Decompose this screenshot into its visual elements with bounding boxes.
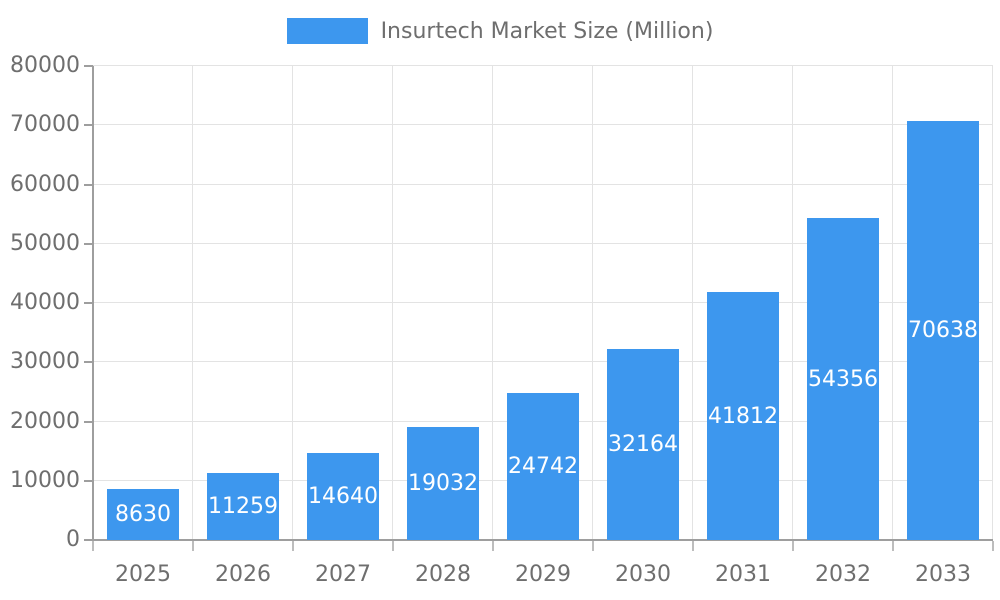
y-axis-label: 0: [66, 527, 80, 552]
bar-value-label: 14640: [308, 484, 378, 509]
v-gridline: [992, 66, 993, 540]
x-axis-tick: [692, 541, 694, 551]
bar: 14640: [307, 453, 379, 540]
y-axis-label: 60000: [10, 171, 80, 197]
x-axis-tick: [392, 541, 394, 551]
x-axis-label: 2027: [315, 562, 371, 587]
bar: 54356: [807, 218, 879, 540]
y-axis-label: 10000: [10, 467, 80, 493]
v-gridline: [492, 66, 493, 540]
bar-value-label: 41812: [708, 403, 778, 429]
y-axis-tick: [84, 302, 93, 304]
y-axis-tick: [84, 539, 93, 541]
y-axis-tick: [84, 124, 93, 127]
bar-value-label: 32164: [608, 432, 678, 457]
y-axis-tick: [84, 183, 93, 186]
y-axis-tick: [84, 479, 93, 482]
v-gridline: [792, 66, 793, 540]
bar-value-label: 70638: [908, 318, 978, 343]
h-gridline: [93, 302, 993, 303]
bar: 11259: [207, 473, 279, 540]
h-gridline: [93, 65, 993, 66]
x-axis-tick: [892, 541, 894, 551]
y-axis-tick: [84, 361, 93, 364]
h-gridline: [93, 242, 993, 244]
x-axis-label: 2026: [215, 562, 271, 587]
x-axis-label: 2028: [415, 562, 471, 587]
y-axis-tick: [84, 65, 93, 67]
x-axis-label: 2033: [915, 562, 971, 587]
bar: 8630: [107, 489, 179, 540]
x-axis-label: 2030: [615, 562, 671, 587]
legend: Insurtech Market Size (Million): [0, 18, 1000, 44]
y-axis-label: 50000: [10, 230, 80, 256]
v-gridline: [892, 66, 893, 540]
x-axis-tick: [992, 541, 994, 551]
v-gridline: [692, 66, 693, 540]
x-axis-tick: [192, 541, 194, 551]
bar-value-label: 54356: [808, 366, 878, 392]
bar-value-label: 24742: [508, 454, 578, 479]
bar-value-label: 11259: [208, 494, 278, 519]
bar: 32164: [607, 349, 679, 540]
x-axis-label: 2032: [815, 562, 871, 587]
v-gridline: [292, 66, 293, 540]
bar: 24742: [507, 393, 579, 540]
bar: 70638: [907, 121, 979, 540]
x-axis-label: 2025: [115, 562, 171, 587]
x-axis-tick: [492, 541, 494, 551]
bar: 41812: [707, 292, 779, 540]
v-gridline: [392, 66, 393, 540]
y-axis-label: 40000: [10, 290, 80, 315]
legend-label: Insurtech Market Size (Million): [380, 18, 714, 44]
x-axis-line: [93, 539, 993, 541]
y-axis-label: 80000: [10, 53, 80, 78]
h-gridline: [93, 361, 993, 363]
y-axis-line: [92, 66, 94, 541]
y-axis-tick: [84, 420, 93, 423]
x-axis-tick: [792, 541, 794, 551]
h-gridline: [93, 183, 993, 185]
y-axis-label: 20000: [10, 408, 80, 434]
legend-swatch: [286, 18, 368, 44]
v-gridline: [592, 66, 593, 540]
x-axis-tick: [592, 541, 594, 551]
x-axis-label: 2029: [515, 562, 571, 587]
x-axis-tick: [292, 541, 294, 551]
y-axis-label: 30000: [10, 349, 80, 375]
h-gridline: [93, 124, 993, 126]
x-axis-tick: [92, 541, 94, 551]
x-axis-label: 2031: [715, 562, 771, 587]
bar-value-label: 19032: [408, 471, 478, 496]
bar: 19032: [407, 427, 479, 540]
y-axis-label: 70000: [10, 112, 80, 138]
y-axis-tick: [84, 242, 93, 245]
bar-value-label: 8630: [115, 502, 171, 527]
v-gridline: [192, 66, 193, 540]
